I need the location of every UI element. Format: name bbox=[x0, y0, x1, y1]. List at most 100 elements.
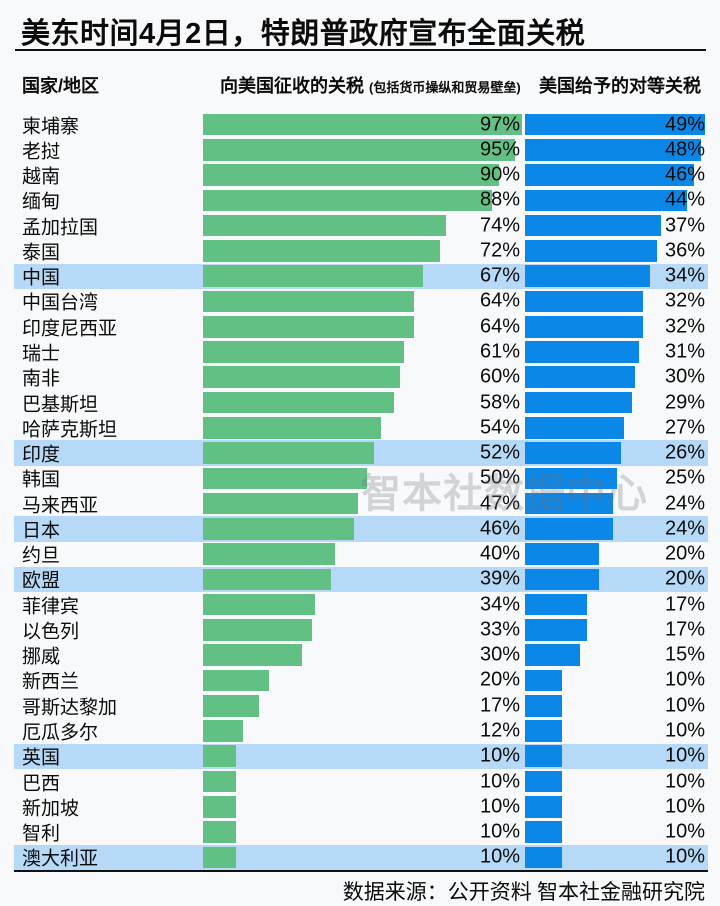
tariff-charged-value: 95% bbox=[479, 138, 520, 161]
tariff-charged-bar bbox=[203, 694, 259, 717]
table-row: 英国 10% 10% bbox=[0, 743, 720, 769]
reciprocal-tariff-value: 10% bbox=[664, 744, 705, 767]
reciprocal-tariff-bar bbox=[525, 113, 705, 136]
table-row: 厄瓜多尔 12% 10% bbox=[0, 718, 720, 744]
table-row: 缅甸 88% 44% bbox=[0, 188, 720, 213]
tariff-charged-bar bbox=[203, 518, 355, 540]
reciprocal-tariff-value: 24% bbox=[664, 492, 705, 515]
reciprocal-tariff-bar bbox=[525, 821, 562, 843]
reciprocal-tariff-bar bbox=[525, 341, 639, 363]
tariff-charged-bar bbox=[203, 467, 368, 490]
reciprocal-tariff-value: 17% bbox=[664, 618, 705, 641]
reciprocal-tariff-bar bbox=[525, 240, 658, 262]
table-row: 日本 46% 24% bbox=[0, 516, 720, 542]
country-label: 挪威 bbox=[22, 646, 61, 668]
reciprocal-tariff-value: 10% bbox=[664, 668, 705, 691]
tariff-charged-value: 10% bbox=[479, 744, 520, 767]
tariff-charged-bar bbox=[203, 189, 493, 212]
tariff-charged-value: 40% bbox=[479, 542, 520, 565]
reciprocal-tariff-bar bbox=[525, 139, 702, 161]
country-label: 瑞士 bbox=[22, 343, 61, 365]
reciprocal-tariff-bar bbox=[525, 442, 621, 464]
reciprocal-tariff-bar bbox=[525, 164, 694, 186]
reciprocal-tariff-value: 44% bbox=[664, 188, 705, 211]
country-label: 厄瓜多尔 bbox=[22, 722, 99, 744]
tariff-charged-bar bbox=[203, 846, 236, 869]
reciprocal-tariff-bar bbox=[525, 568, 599, 591]
tariff-charged-value: 72% bbox=[479, 239, 520, 262]
reciprocal-tariff-bar bbox=[525, 644, 581, 666]
reciprocal-tariff-value: 24% bbox=[664, 517, 705, 540]
country-label: 哥斯达黎加 bbox=[22, 697, 118, 719]
data-source-note: 数据来源：公开资料 智本社金融研究院 bbox=[342, 880, 705, 904]
reciprocal-tariff-value: 27% bbox=[664, 416, 705, 439]
tariff-charged-value: 50% bbox=[479, 466, 520, 489]
reciprocal-tariff-bar bbox=[525, 391, 632, 414]
tariff-charged-bar bbox=[203, 113, 522, 136]
tariff-charged-value: 67% bbox=[479, 264, 520, 287]
reciprocal-tariff-value: 31% bbox=[664, 340, 705, 363]
country-label: 柬埔寨 bbox=[22, 116, 80, 138]
country-label: 印度尼西亚 bbox=[22, 318, 118, 340]
tariff-charged-value: 10% bbox=[479, 795, 520, 818]
tariff-charged-value: 46% bbox=[479, 517, 520, 540]
tariff-charged-value: 10% bbox=[479, 770, 520, 793]
reciprocal-tariff-bar bbox=[525, 214, 661, 237]
reciprocal-tariff-bar bbox=[525, 795, 562, 818]
tariff-charged-bar bbox=[203, 391, 394, 414]
table-row: 挪威 30% 15% bbox=[0, 643, 720, 668]
tariff-charged-value: 12% bbox=[479, 719, 520, 742]
table-row: 越南 90% 46% bbox=[0, 163, 720, 188]
country-label: 欧盟 bbox=[22, 570, 61, 592]
table-row: 印度尼西亚 64% 32% bbox=[0, 314, 720, 339]
tariff-charged-value: 60% bbox=[479, 365, 520, 388]
reciprocal-tariff-value: 20% bbox=[664, 567, 705, 590]
tariff-charged-bar bbox=[203, 821, 236, 843]
tariff-charged-value: 10% bbox=[479, 820, 520, 843]
table-row: 哈萨克斯坦 54% 27% bbox=[0, 415, 720, 440]
country-label: 智利 bbox=[22, 823, 61, 845]
table-row: 新西兰 20% 10% bbox=[0, 668, 720, 693]
tariff-charged-value: 88% bbox=[479, 188, 520, 211]
tariff-charged-value: 74% bbox=[479, 214, 520, 237]
tariff-charged-bar bbox=[203, 669, 269, 692]
table-row: 中国台湾 64% 32% bbox=[0, 289, 720, 314]
country-label: 哈萨克斯坦 bbox=[22, 419, 118, 441]
table-row: 孟加拉国 74% 37% bbox=[0, 213, 720, 238]
reciprocal-tariff-value: 10% bbox=[664, 845, 705, 868]
tariff-charged-value: 97% bbox=[479, 113, 520, 136]
table-bottom-rule bbox=[14, 870, 708, 872]
column-header-tariff-charged-note: (包括货币操纵和贸易壁垒) bbox=[369, 80, 521, 95]
tariff-charged-bar bbox=[203, 265, 424, 287]
row-highlight bbox=[14, 743, 708, 769]
country-label: 澳大利亚 bbox=[22, 848, 99, 870]
column-header-country: 国家/地区 bbox=[22, 76, 100, 96]
tariff-charged-bar bbox=[203, 341, 404, 363]
country-label: 老挝 bbox=[22, 141, 61, 163]
table-row: 巴基斯坦 58% 29% bbox=[0, 390, 720, 415]
tariff-charged-value: 33% bbox=[479, 618, 520, 641]
reciprocal-tariff-bar bbox=[525, 518, 614, 540]
reciprocal-tariff-value: 20% bbox=[664, 542, 705, 565]
reciprocal-tariff-value: 25% bbox=[664, 466, 705, 489]
tariff-charged-bar bbox=[203, 593, 315, 616]
reciprocal-tariff-bar bbox=[525, 770, 562, 793]
reciprocal-tariff-value: 26% bbox=[664, 441, 705, 464]
table-row: 以色列 33% 17% bbox=[0, 617, 720, 642]
reciprocal-tariff-bar bbox=[525, 745, 562, 768]
reciprocal-tariff-bar bbox=[525, 543, 599, 565]
tariff-charged-value: 90% bbox=[479, 163, 520, 186]
table-row: 巴西 10% 10% bbox=[0, 769, 720, 794]
tariff-charged-bar bbox=[203, 770, 236, 793]
column-header-tariff-charged: 向美国征收的关税 (包括货币操纵和贸易壁垒) bbox=[220, 72, 521, 98]
reciprocal-tariff-bar bbox=[525, 315, 643, 338]
table-row: 哥斯达黎加 17% 10% bbox=[0, 693, 720, 718]
tariff-charged-value: 54% bbox=[479, 416, 520, 439]
country-label: 中国台湾 bbox=[22, 292, 99, 314]
table-row: 柬埔寨 97% 49% bbox=[0, 112, 720, 137]
country-label: 日本 bbox=[22, 520, 61, 542]
table-row: 南非 60% 30% bbox=[0, 365, 720, 390]
tariff-charged-bar bbox=[203, 240, 440, 262]
reciprocal-tariff-value: 48% bbox=[664, 138, 705, 161]
